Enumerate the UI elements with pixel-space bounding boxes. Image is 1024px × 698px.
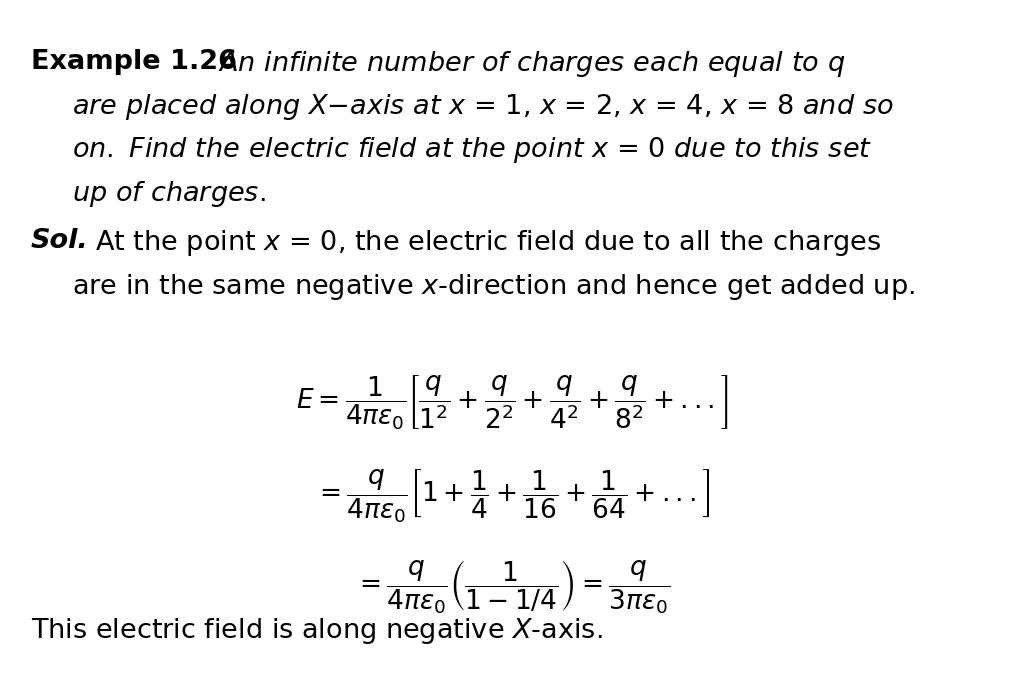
Text: are in the same negative $x$-direction and hence get added up.: are in the same negative $x$-direction a… [72,272,914,302]
Text: At the point $x$ = 0, the electric field due to all the charges: At the point $x$ = 0, the electric field… [95,228,882,258]
Text: $\mathit{up\ of\ charges.}$: $\mathit{up\ of\ charges.}$ [72,179,265,209]
Text: $E = \dfrac{1}{4\pi\varepsilon_0}\left[\dfrac{q}{1^2} + \dfrac{q}{2^2} + \dfrac{: $E = \dfrac{1}{4\pi\varepsilon_0}\left[\… [296,373,728,431]
Text: $\mathit{are\ placed\ along\ X}$$\mathit{-axis\ at\ x}$ = 1, $\mathit{x}$ = 2, $: $\mathit{are\ placed\ along\ X}$$\mathit… [72,92,893,122]
Text: This electric field is along negative $X$-axis.: This electric field is along negative $X… [31,616,602,646]
Text: $\mathit{An\ infinite\ number\ of\ charges\ each\ equal\ to\ q}$: $\mathit{An\ infinite\ number\ of\ charg… [202,49,845,79]
Text: $\mathit{on.\ Find\ the\ electric\ field\ at\ the\ point\ x}$ = 0 $\mathit{due\ : $\mathit{on.\ Find\ the\ electric\ field… [72,135,871,165]
Text: Sol.: Sol. [31,228,88,255]
Text: $= \dfrac{q}{4\pi\varepsilon_0}\left[1 + \dfrac{1}{4} + \dfrac{1}{16} + \dfrac{1: $= \dfrac{q}{4\pi\varepsilon_0}\left[1 +… [313,467,711,525]
Text: $= \dfrac{q}{4\pi\varepsilon_0}\left(\dfrac{1}{1 - 1/4}\right) = \dfrac{q}{3\pi\: $= \dfrac{q}{4\pi\varepsilon_0}\left(\df… [354,558,670,616]
Text: Example 1.26: Example 1.26 [31,49,237,75]
